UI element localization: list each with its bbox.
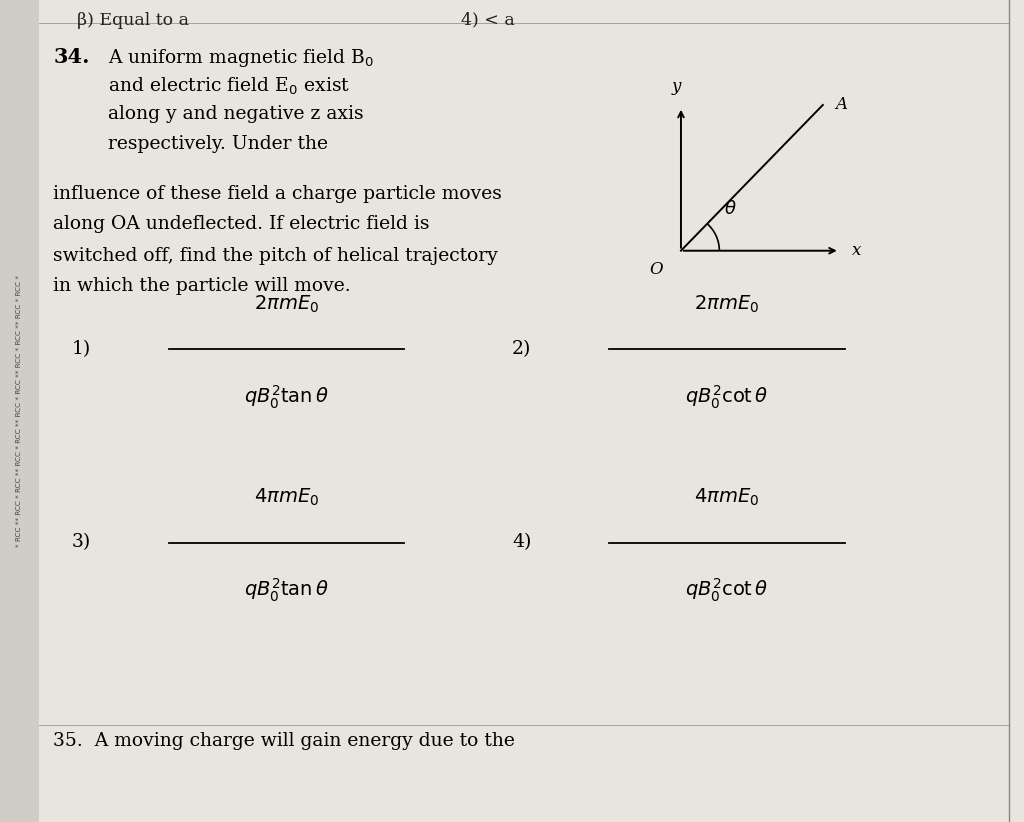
Text: switched off, find the pitch of helical trajectory: switched off, find the pitch of helical … xyxy=(53,247,498,265)
Text: $2\pi mE_0$: $2\pi mE_0$ xyxy=(694,293,760,315)
Text: $qB_0^2\cot\theta$: $qB_0^2\cot\theta$ xyxy=(685,577,769,604)
Text: 1): 1) xyxy=(72,340,91,358)
Text: A: A xyxy=(836,96,847,113)
Text: O: O xyxy=(649,261,663,278)
Text: 2): 2) xyxy=(512,340,531,358)
Text: β) Equal to a: β) Equal to a xyxy=(77,12,188,29)
Text: 35.  A moving charge will gain energy due to the: 35. A moving charge will gain energy due… xyxy=(53,732,515,750)
Text: $qB_0^2\cot\theta$: $qB_0^2\cot\theta$ xyxy=(685,384,769,411)
Text: in which the particle will move.: in which the particle will move. xyxy=(53,277,351,295)
Text: y: y xyxy=(671,77,681,95)
Text: 4) < a: 4) < a xyxy=(461,12,514,29)
Text: $4\pi mE_0$: $4\pi mE_0$ xyxy=(694,487,760,508)
Text: * RCC ** RCC * RCC ** RCC * RCC ** RCC * RCC ** RCC * RCC ** RCC * RCC *: * RCC ** RCC * RCC ** RCC * RCC ** RCC *… xyxy=(16,275,23,547)
Text: 4): 4) xyxy=(512,533,531,552)
Text: $qB_0^2\tan\theta$: $qB_0^2\tan\theta$ xyxy=(245,384,329,411)
Bar xyxy=(0,0,39,822)
Text: influence of these field a charge particle moves: influence of these field a charge partic… xyxy=(53,185,502,203)
Text: $\theta$: $\theta$ xyxy=(724,200,736,218)
Text: $4\pi mE_0$: $4\pi mE_0$ xyxy=(254,487,319,508)
Text: along OA undeflected. If electric field is: along OA undeflected. If electric field … xyxy=(53,215,430,233)
Text: and electric field E$_0$ exist: and electric field E$_0$ exist xyxy=(108,76,350,97)
Text: A uniform magnetic field B$_0$: A uniform magnetic field B$_0$ xyxy=(108,47,374,69)
Text: $2\pi mE_0$: $2\pi mE_0$ xyxy=(254,293,319,315)
Text: 3): 3) xyxy=(72,533,91,552)
Text: x: x xyxy=(852,242,861,259)
Text: along y and negative z axis: along y and negative z axis xyxy=(108,105,364,123)
Text: $qB_0^2\tan\theta$: $qB_0^2\tan\theta$ xyxy=(245,577,329,604)
Text: 34.: 34. xyxy=(53,47,90,67)
Text: respectively. Under the: respectively. Under the xyxy=(108,135,328,153)
